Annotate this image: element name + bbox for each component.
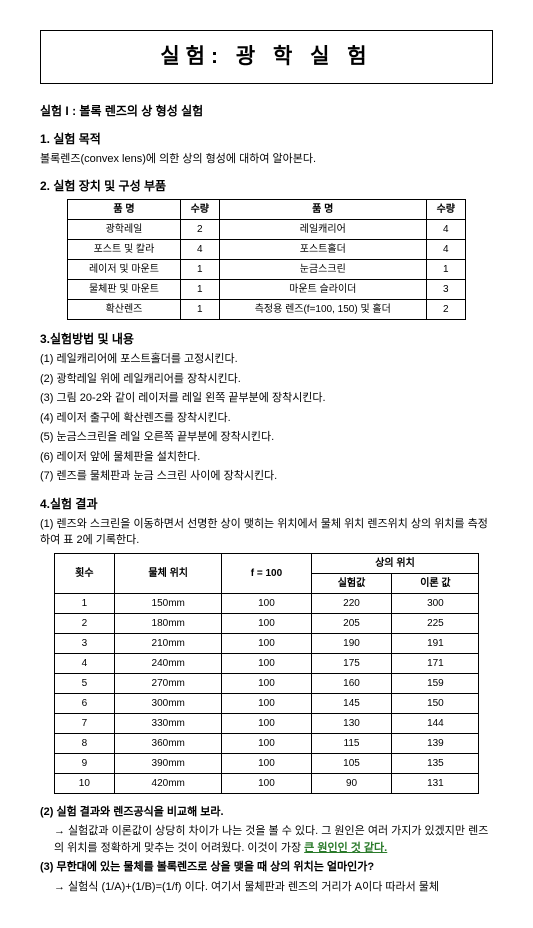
table-row: 5270mm100160159 [54,673,479,693]
table-row: 1150mm100220300 [54,593,479,613]
col-header: 물체 위치 [115,553,222,593]
experiment-subtitle: 실험 I : 볼록 렌즈의 상 형성 실험 [40,102,493,120]
q2-underlined-text: 큰 원인인 것 같다. [304,842,387,854]
question3-heading: (3) 무한대에 있는 물체를 볼록렌즈로 상을 맺을 때 상의 위치는 얼마인… [40,859,493,876]
col-header: 실험값 [311,573,392,593]
question3-answer: → 실험식 (1/A)+(1/B)=(1/f) 이다. 여기서 물체판과 렌즈의… [40,879,493,896]
method-list: (1) 레일캐리어에 포스트홀더를 고정시킨다. (2) 광학레일 위에 레일캐… [40,351,493,485]
results-table: 횟수 물체 위치 f = 100 상의 위치 실험값 이론 값 1150mm10… [54,553,480,794]
col-header: 이론 값 [392,573,479,593]
question2-answer: → 실험값과 이론값이 상당히 차이가 나는 것을 볼 수 있다. 그 원인은 … [40,823,493,856]
table-row: 포스트 및 칼라4포스트홀더4 [68,240,466,260]
q2-prefix-text: → 실험값과 이론값이 상당히 차이가 나는 것을 볼 수 있다. 그 원인은 … [54,825,488,854]
method-item: (4) 레이저 출구에 확산렌즈를 장착시킨다. [40,410,493,427]
table-row: 3210mm100190191 [54,633,479,653]
section1-text: 볼록렌즈(convex lens)에 의한 상의 형성에 대하여 알아본다. [40,151,493,168]
table-row: 물체판 및 마운트1마운트 슬라이더3 [68,280,466,300]
col-header: 수량 [180,200,219,220]
result-description: (1) 렌즈와 스크린을 이동하면서 선명한 상이 맺히는 위치에서 물체 위치… [40,516,493,549]
col-header: f = 100 [222,553,311,593]
main-title: 실험: 광 학 실 험 [41,41,492,73]
method-item: (7) 렌즈를 물체판과 눈금 스크린 사이에 장착시킨다. [40,468,493,485]
table-row: 9390mm100105135 [54,753,479,773]
table-row: 확산렌즈1측정용 렌즈(f=100, 150) 및 홀더2 [68,300,466,320]
section2-heading: 2. 실험 장치 및 구성 부품 [40,177,493,195]
table-header-row: 품 명 수량 품 명 수량 [68,200,466,220]
col-header: 상의 위치 [311,553,479,573]
col-header: 수량 [426,200,465,220]
table-row: 10420mm10090131 [54,773,479,793]
table-row: 광학레일2레일캐리어4 [68,220,466,240]
method-item: (5) 눈금스크린을 레일 오른쪽 끝부분에 장착시킨다. [40,429,493,446]
method-item: (3) 그림 20-2와 같이 레이저를 레일 왼쪽 끝부분에 장착시킨다. [40,390,493,407]
table-header-row: 횟수 물체 위치 f = 100 상의 위치 [54,553,479,573]
table-row: 7330mm100130144 [54,713,479,733]
section3-heading: 3.실험방법 및 내용 [40,330,493,348]
section1-heading: 1. 실험 목적 [40,130,493,148]
method-item: (6) 레이저 앞에 물체판을 설치한다. [40,449,493,466]
parts-table: 품 명 수량 품 명 수량 광학레일2레일캐리어4 포스트 및 칼라4포스트홀더… [67,199,466,320]
col-header: 품 명 [219,200,426,220]
table-row: 4240mm100175171 [54,653,479,673]
col-header: 횟수 [54,553,115,593]
table-row: 8360mm100115139 [54,733,479,753]
table-row: 2180mm100205225 [54,613,479,633]
method-item: (1) 레일캐리어에 포스트홀더를 고정시킨다. [40,351,493,368]
table-row: 6300mm100145150 [54,693,479,713]
col-header: 품 명 [68,200,181,220]
method-item: (2) 광학레일 위에 레일캐리어를 장착시킨다. [40,371,493,388]
section4-heading: 4.실험 결과 [40,495,493,513]
title-box: 실험: 광 학 실 험 [40,30,493,84]
question2-heading: (2) 실험 결과와 렌즈공식을 비교해 보라. [40,804,493,821]
table-row: 레이저 및 마운트1눈금스크린1 [68,260,466,280]
